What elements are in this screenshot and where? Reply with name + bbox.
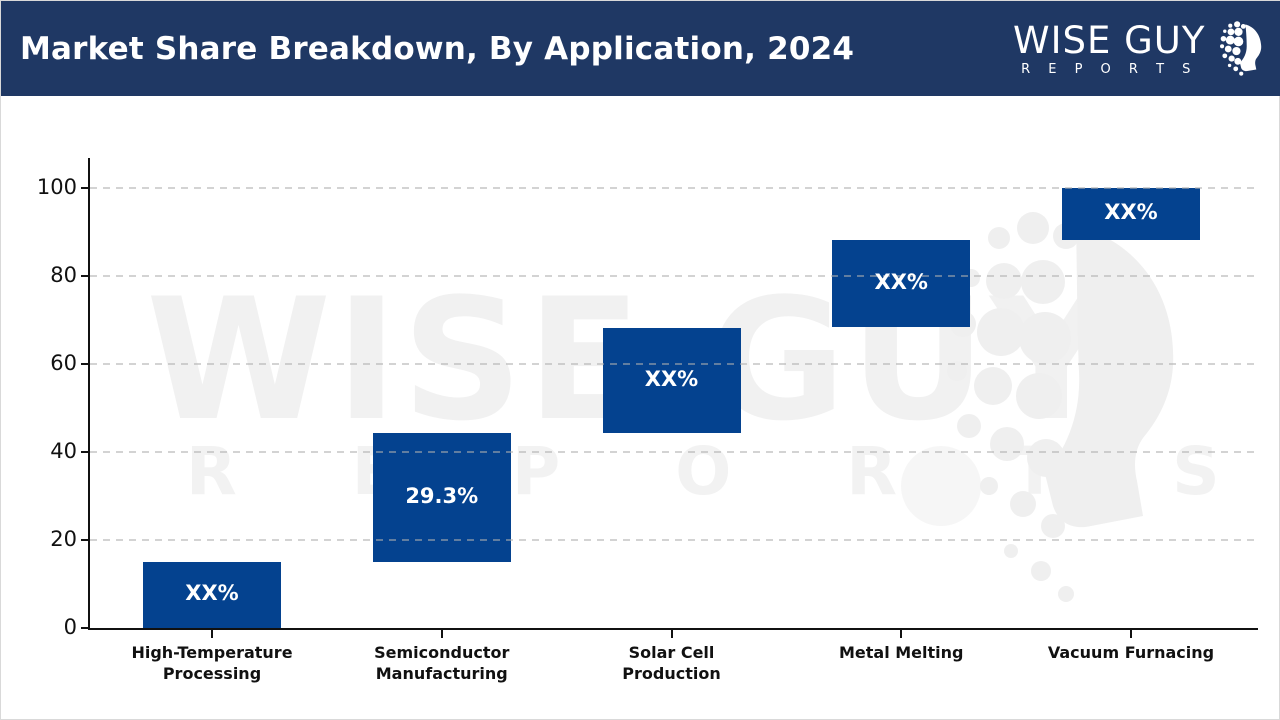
- y-tick-mark-60: [81, 363, 89, 365]
- x-tick-label-line: Solar Cell: [628, 643, 715, 662]
- x-tick-label-line: High-Temperature: [131, 643, 293, 662]
- header-bar: Market Share Breakdown, By Application, …: [1, 1, 1280, 96]
- x-tick-mark-3: [670, 630, 673, 638]
- bar-1[interactable]: [143, 562, 281, 628]
- wise-guy-logo: WISE GUY R E P O R T S: [1013, 7, 1265, 91]
- bar-value-label-2: 29.3%: [405, 483, 479, 508]
- x-tick-label-line: Vacuum Furnacing: [1047, 643, 1215, 662]
- gridline-60: [90, 363, 1257, 365]
- x-tick-label-line: Processing: [162, 664, 262, 683]
- chart-title: Market Share Breakdown, By Application, …: [20, 30, 855, 67]
- x-tick-label-2: Semiconductor Manufacturing: [322, 642, 562, 684]
- y-tick-label-60: 60: [50, 351, 77, 375]
- x-tick-label-1: High-Temperature Processing: [92, 642, 332, 684]
- y-tick-mark-40: [81, 451, 89, 453]
- bar-value-label-3: XX%: [644, 366, 699, 391]
- gridline-20: [90, 539, 1257, 541]
- y-tick-mark-0: [81, 627, 89, 629]
- bar-value-label-1: XX%: [185, 581, 239, 605]
- gridline-100: [90, 187, 1257, 189]
- gridline-80: [90, 275, 1257, 277]
- x-tick-label-line: Manufacturing: [375, 664, 508, 683]
- y-tick-label-80: 80: [50, 263, 77, 287]
- logo-head-icon: [1220, 21, 1262, 76]
- bar-value-label-4: XX%: [874, 269, 928, 294]
- x-tick-label-line: Metal Melting: [838, 643, 964, 662]
- y-tick-mark-100: [81, 187, 89, 189]
- y-tick-label-0: 0: [63, 615, 77, 639]
- y-tick-label-20: 20: [50, 527, 77, 551]
- bar-5[interactable]: [1062, 188, 1200, 241]
- x-tick-mark-4: [900, 630, 903, 638]
- bar-4[interactable]: [832, 240, 971, 328]
- x-tick-label-4: Metal Melting: [781, 642, 1021, 663]
- x-tick-mark-2: [440, 630, 443, 638]
- bar-value-label-5: XX%: [1104, 200, 1158, 225]
- y-tick-label-40: 40: [50, 439, 77, 463]
- gridline-40: [90, 451, 1257, 453]
- x-tick-label-3: Solar Cell Production: [552, 642, 792, 684]
- logo-wordmark: WISE GUY: [1013, 18, 1206, 62]
- logo-subtitle: R E P O R T S: [1021, 61, 1198, 77]
- bar-3[interactable]: [602, 327, 741, 434]
- x-tick-mark-1: [211, 630, 213, 638]
- y-tick-mark-20: [81, 539, 89, 541]
- y-tick-mark-80: [81, 275, 89, 277]
- y-axis-spine: [88, 158, 90, 630]
- x-axis-spine: [88, 628, 1258, 630]
- y-tick-label-100: 100: [36, 175, 77, 199]
- x-tick-label-line: Semiconductor: [374, 643, 510, 662]
- x-tick-label-5: Vacuum Furnacing: [1011, 642, 1251, 663]
- x-tick-mark-5: [1130, 630, 1132, 638]
- logo-text: WISE GUY R E P O R T S: [1013, 18, 1206, 78]
- x-tick-label-line: Production: [622, 664, 721, 683]
